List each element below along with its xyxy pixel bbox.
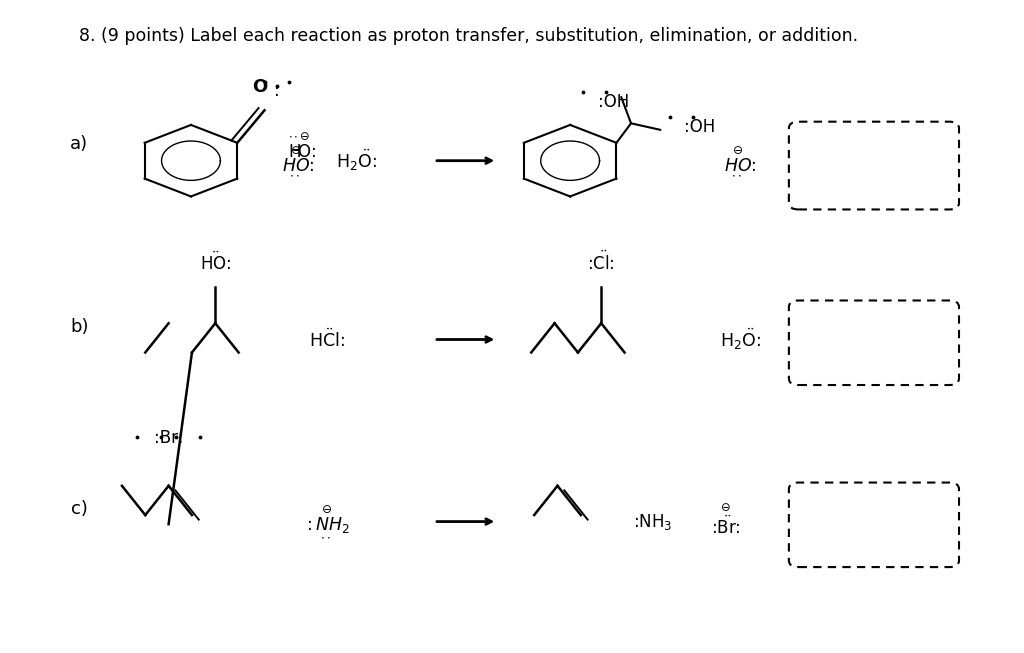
Text: O: O bbox=[252, 78, 267, 96]
Text: :OH: :OH bbox=[598, 93, 630, 111]
Text: $\mathrm{H_2\ddot{O}}$:: $\mathrm{H_2\ddot{O}}$: bbox=[720, 327, 761, 352]
Text: $\mathrm{H_2\ddot{O}}$:: $\mathrm{H_2\ddot{O}}$: bbox=[336, 148, 377, 173]
Text: :Br:: :Br: bbox=[154, 429, 183, 447]
Text: :$\mathrm{NH_3}$: :$\mathrm{NH_3}$ bbox=[633, 511, 673, 532]
Text: $\mathrm{H\ddot{C}l}$:: $\mathrm{H\ddot{C}l}$: bbox=[309, 328, 345, 351]
Text: 8. (9 points) Label each reaction as proton transfer, substitution, elimination,: 8. (9 points) Label each reaction as pro… bbox=[79, 27, 858, 46]
Text: c): c) bbox=[71, 500, 88, 518]
Text: :OH: :OH bbox=[684, 118, 716, 136]
FancyBboxPatch shape bbox=[788, 300, 959, 385]
Text: $\mathregular{\overset{\cdot\cdot}{H}\!\overset{\ominus}{O}}$:: $\mathregular{\overset{\cdot\cdot}{H}\!\… bbox=[289, 133, 317, 162]
Text: :$\ddot{\mathrm{Cl}}$:: :$\ddot{\mathrm{Cl}}$: bbox=[588, 251, 615, 274]
Text: b): b) bbox=[70, 317, 88, 336]
Text: $\overset{\ominus}{\underset{\cdot\cdot}{HO}}$:: $\overset{\ominus}{\underset{\cdot\cdot}… bbox=[724, 146, 757, 176]
Text: :$\overset{\ominus}{\ddot{\mathrm{Br}}}$:: :$\overset{\ominus}{\ddot{\mathrm{Br}}}$… bbox=[711, 505, 740, 539]
FancyBboxPatch shape bbox=[788, 121, 959, 210]
Text: $\overset{\ominus}{\underset{\cdot\cdot}{:NH_2}}$: $\overset{\ominus}{\underset{\cdot\cdot}… bbox=[303, 505, 350, 538]
FancyBboxPatch shape bbox=[788, 483, 959, 567]
Text: :: : bbox=[274, 82, 280, 100]
Text: $\overset{\ominus}{\underset{\cdot\cdot}{HO}}$:: $\overset{\ominus}{\underset{\cdot\cdot}… bbox=[282, 146, 314, 176]
Text: a): a) bbox=[70, 135, 88, 153]
Text: $\ddot{\mathrm{HO}}$:: $\ddot{\mathrm{HO}}$: bbox=[200, 252, 231, 274]
